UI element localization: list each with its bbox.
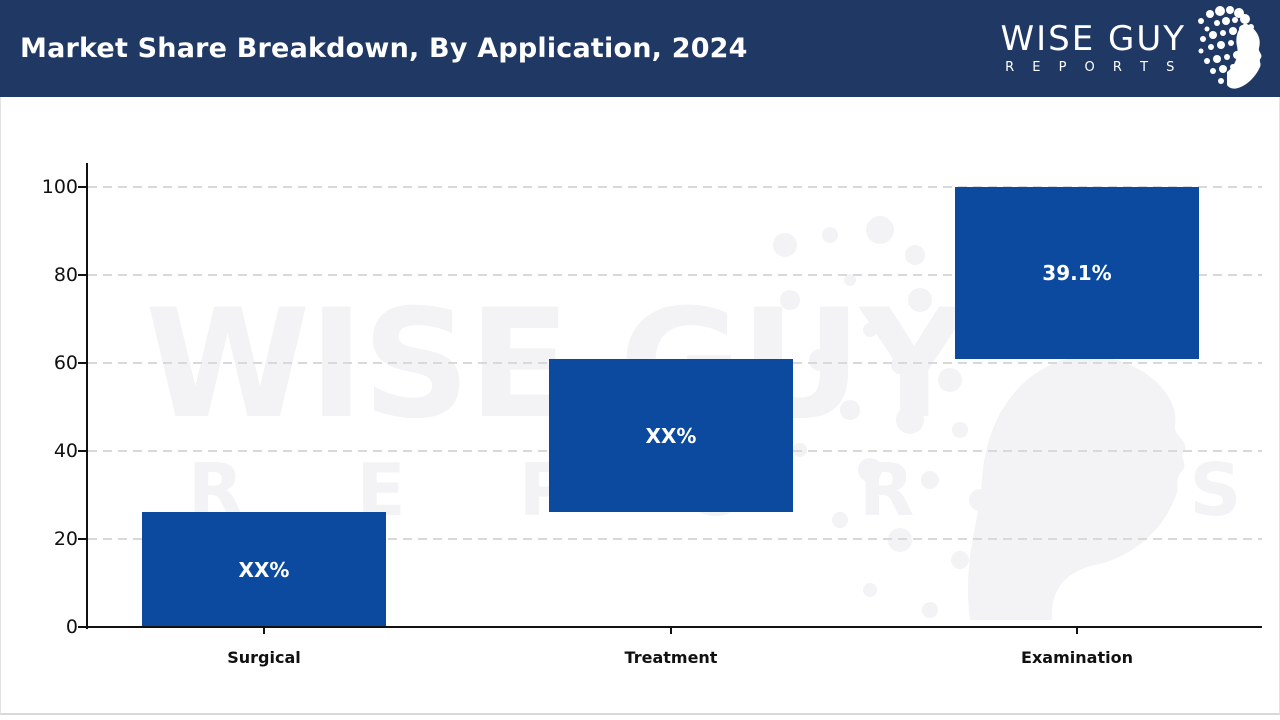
bar-value-label: XX% <box>238 557 290 582</box>
bar-surgical: XX% <box>142 512 386 627</box>
y-axis-tick-label: 40 <box>53 440 78 463</box>
gridline-100 <box>88 186 1262 189</box>
brand-head-dots-icon <box>1198 5 1262 89</box>
y-axis-tick-label: 20 <box>53 528 78 551</box>
x-axis-tick <box>670 628 672 634</box>
page-bottom-border <box>0 713 1280 715</box>
x-axis-category-label: Treatment <box>624 648 718 667</box>
x-axis-tick <box>1076 628 1078 634</box>
brand-subname: R E P O R T S <box>1005 60 1182 75</box>
y-axis-tick-label: 80 <box>53 264 78 287</box>
brand-logo-text: WISE GUY R E P O R T S <box>1000 22 1186 75</box>
x-axis-line <box>86 626 1262 628</box>
bar-treatment: XX% <box>549 359 793 513</box>
page-title: Market Share Breakdown, By Application, … <box>20 33 748 64</box>
y-axis-tick-label: 100 <box>41 176 78 199</box>
y-axis-tick-label: 0 <box>65 616 78 638</box>
y-axis-tick <box>78 626 86 628</box>
bar-value-label: 39.1% <box>1042 261 1112 286</box>
brand-name: WISE GUY <box>1000 19 1186 59</box>
page-left-border <box>0 97 1 714</box>
x-axis-tick <box>263 628 265 634</box>
y-axis-tick <box>78 450 86 453</box>
gridline-20 <box>88 538 1262 541</box>
x-axis-category-label: Examination <box>1021 648 1133 667</box>
y-axis-line <box>86 163 88 629</box>
y-axis-tick <box>78 186 86 189</box>
y-axis-tick <box>78 362 86 365</box>
gridline-80 <box>88 274 1262 277</box>
bar-value-label: XX% <box>645 423 697 448</box>
header-band: Market Share Breakdown, By Application, … <box>0 0 1280 97</box>
x-axis-category-label: Surgical <box>227 648 301 667</box>
y-axis-tick <box>78 538 86 541</box>
y-axis-tick-label: 60 <box>53 352 78 375</box>
bar-examination: 39.1% <box>955 187 1199 360</box>
y-axis-tick <box>78 274 86 277</box>
brand-logo: WISE GUY R E P O R T S <box>1000 0 1266 97</box>
